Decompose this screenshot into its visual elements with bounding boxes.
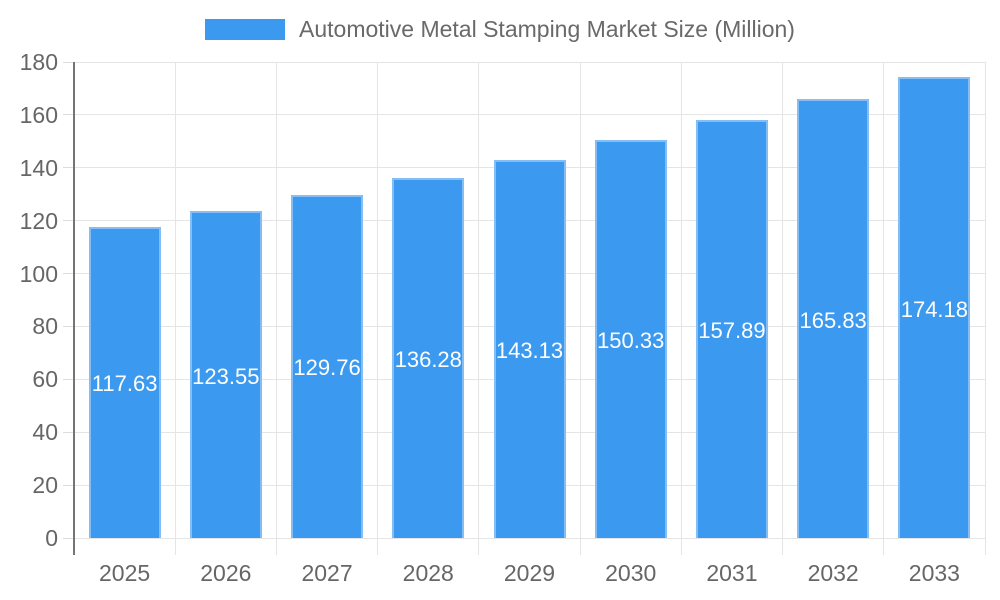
y-axis-tick [63,484,74,486]
x-tick-label: 2025 [99,560,151,586]
bar-value-label: 174.18 [900,296,969,322]
bar-value-label: 129.76 [293,355,361,381]
h-gridline [74,61,985,63]
v-gridline [377,62,379,538]
bar-2032[interactable]: 165.83 [797,99,870,538]
y-tick-label: 160 [19,101,58,128]
bar-2026[interactable]: 123.55 [189,211,262,538]
y-tick-label: 60 [32,366,58,393]
v-gridline [478,62,480,538]
v-gridline [782,62,784,538]
x-tick-label: 2029 [503,560,556,586]
x-axis-tick [377,538,379,555]
legend-label: Automotive Metal Stamping Market Size (M… [299,16,795,42]
x-axis-tick [883,538,885,555]
y-tick-label: 120 [19,207,58,234]
v-gridline [680,62,682,538]
bar-2029[interactable]: 143.13 [493,159,566,538]
h-gridline [74,114,985,116]
v-gridline [883,62,885,538]
y-tick-label: 180 [19,49,58,75]
x-tick-label: 2030 [605,560,657,586]
x-tick-label: 2033 [908,560,960,586]
y-axis-tick [63,220,74,222]
v-gridline [579,62,581,538]
y-axis-tick [63,167,74,169]
y-axis-tick [63,431,74,433]
x-axis-tick [478,538,480,555]
x-axis-tick [782,538,784,555]
y-tick-label: 0 [45,525,58,551]
v-gridline [275,62,277,538]
y-axis-tick [63,61,74,63]
bar-2031[interactable]: 157.89 [695,120,768,538]
bar-value-label: 117.63 [91,371,158,397]
y-tick-label: 80 [32,313,58,340]
x-tick-label: 2028 [402,560,454,586]
bar-value-label: 150.33 [597,328,665,354]
bar-value-label: 165.83 [799,307,867,333]
y-tick-label: 100 [19,260,58,287]
bar-value-label: 123.55 [192,363,260,389]
bar-value-label: 157.89 [698,318,766,344]
v-gridline [984,62,986,538]
bar-2030[interactable]: 150.33 [594,140,667,538]
x-tick-label: 2032 [807,560,859,586]
x-axis-tick [984,538,986,555]
h-gridline [74,537,985,539]
y-tick-label: 40 [32,419,58,446]
y-axis-tick [63,273,74,275]
y-axis-tick [63,114,74,116]
plot-area: 117.63 123.55 129.76 136.28 143.13 150.33 157.… [20,49,986,586]
legend-item[interactable]: Automotive Metal Stamping Market Size (M… [205,16,795,42]
bar-2027[interactable]: 129.76 [291,194,364,538]
legend-color-swatch [205,18,286,40]
bar-2028[interactable]: 136.28 [392,177,465,538]
x-tick-label: 2027 [301,560,353,586]
x-axis-tick [174,538,176,555]
x-axis-tick [579,538,581,555]
y-tick-label: 20 [32,472,58,499]
v-gridline [174,62,176,538]
bar-value-label: 143.13 [495,337,564,363]
bar-value-label: 136.28 [394,346,462,372]
y-axis-tick [63,537,74,539]
bar-2025[interactable]: 117.63 [88,226,161,538]
y-axis-line [73,62,75,555]
y-axis-tick [63,325,74,327]
y-tick-label: 140 [19,154,58,181]
chart-legend: Automotive Metal Stamping Market Size (M… [0,16,1000,42]
x-axis-tick [680,538,682,555]
x-tick-label: 2026 [200,560,252,586]
x-axis-tick [275,538,277,555]
y-axis-tick [63,378,74,380]
x-tick-label: 2031 [706,560,758,586]
bar-2033[interactable]: 174.18 [898,77,971,538]
